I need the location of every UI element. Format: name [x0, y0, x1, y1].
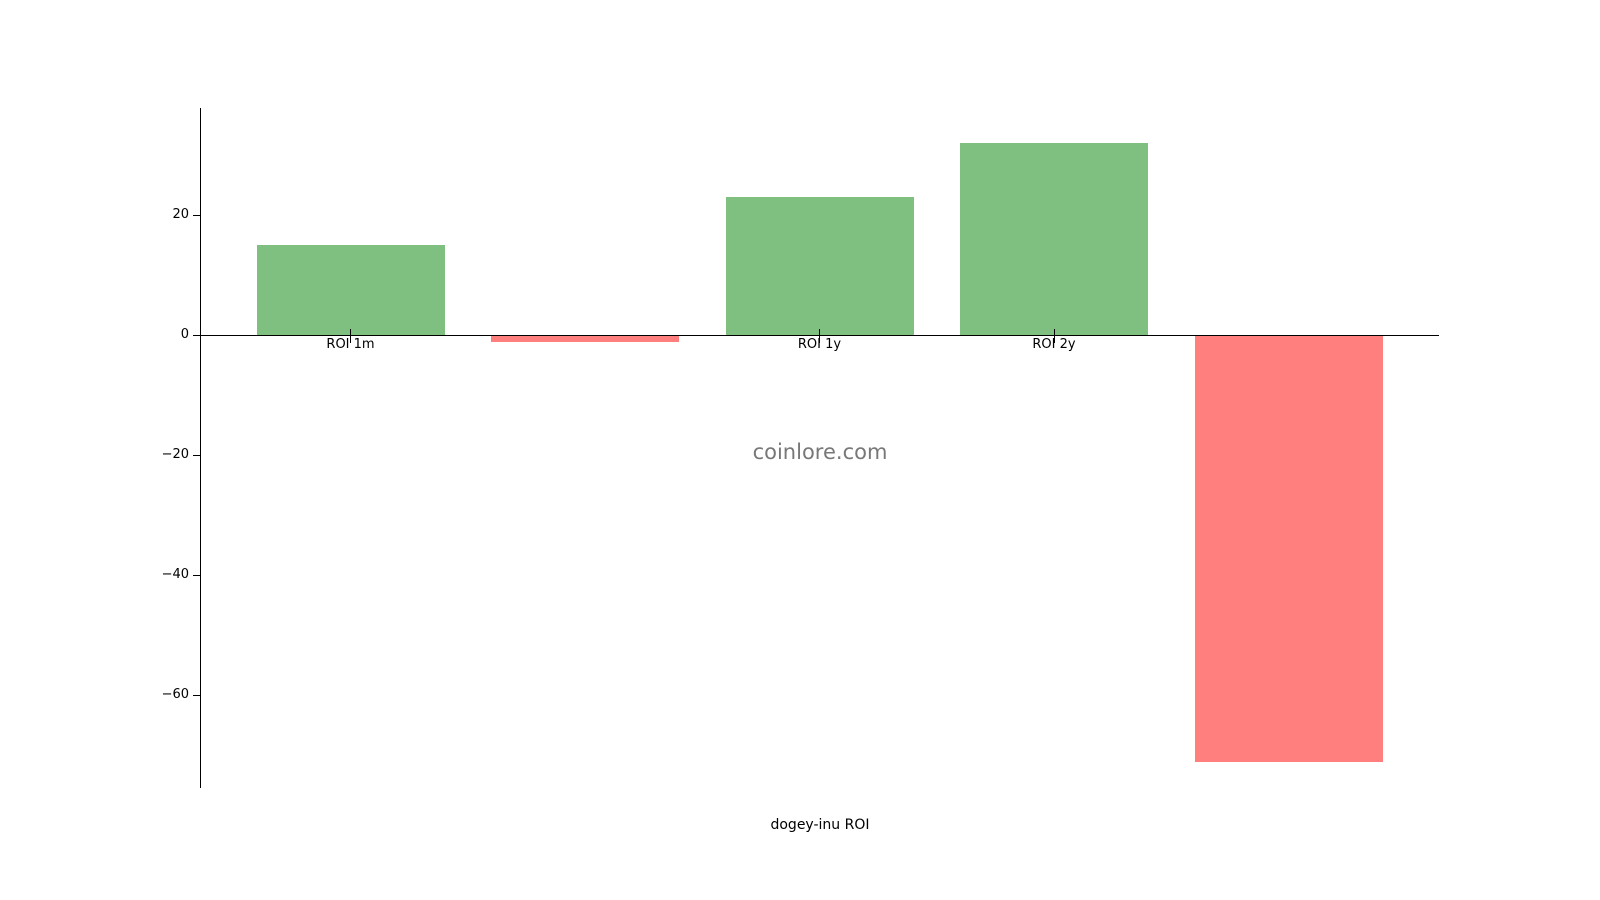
y-tick [193, 575, 200, 576]
bar-roi-1m [256, 245, 445, 335]
x-tick [819, 329, 820, 343]
bar-roi-2y [960, 143, 1148, 335]
y-tick [193, 335, 200, 336]
chart-title: dogey-inu ROI [770, 817, 870, 833]
y-axis-line [200, 108, 201, 788]
y-tick [193, 695, 200, 696]
x-tick-label: ROI 2y [1032, 337, 1076, 352]
watermark-text: coinlore.com [752, 440, 888, 464]
bar-5 [1194, 336, 1383, 762]
x-tick-label: ROI 1m [326, 337, 375, 352]
y-tick-label: −60 [161, 687, 189, 702]
x-tick [350, 329, 351, 343]
y-tick-label: 20 [172, 207, 189, 222]
x-axis-zero-line [201, 335, 1439, 336]
y-tick [193, 215, 200, 216]
y-tick [193, 455, 200, 456]
x-tick-label: ROI 1y [797, 337, 842, 352]
x-tick [1053, 329, 1055, 343]
y-tick-label: −20 [161, 447, 189, 462]
y-tick-label: 0 [180, 327, 189, 342]
bar-2 [491, 336, 679, 342]
bar-roi-1y [725, 197, 914, 335]
y-tick-label: −40 [161, 567, 189, 582]
